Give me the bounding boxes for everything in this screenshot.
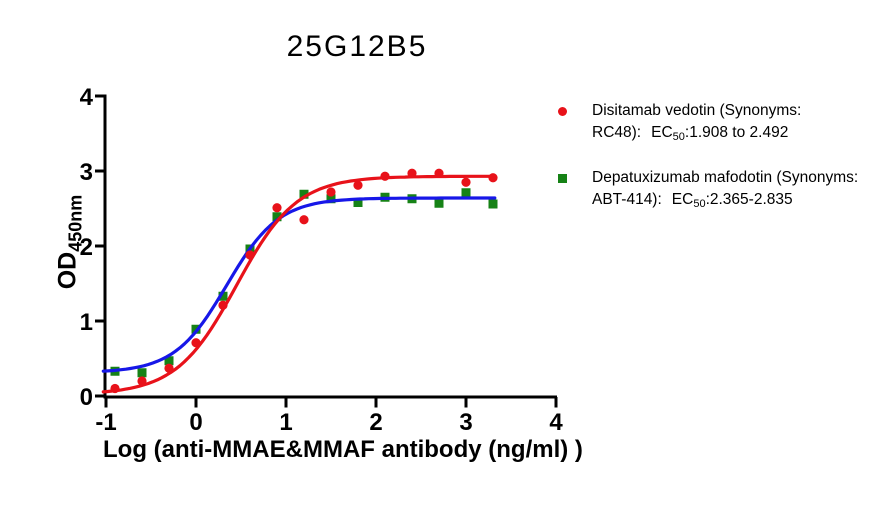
legend-entry-text: Disitamab vedotin (Synonyms: RC48): EC50:… [592,100,801,148]
chart-title: 25G12B5 [286,30,428,63]
legend-ec-subscript: 50 [672,131,685,143]
legend-ec-text: EC [651,124,673,141]
y-tick-label: 2 [80,234,93,261]
legend: Disitamab vedotin (Synonyms: RC48): EC50:… [558,100,883,215]
data-point-disitamab-vedotin [272,203,282,213]
y-axis-label: OD450nm [54,195,87,290]
data-point-disitamab-vedotin [326,187,336,197]
x-axis-label: Log (anti-MMAE&MMAF antibody (ng/ml) ) [103,436,583,463]
legend-entry-text: Depatuxizumab mafodotin (Synonyms: ABT-4… [592,167,858,215]
x-tick-label: 4 [549,409,563,436]
legend-circle-marker-icon [558,107,567,116]
x-tick-label: 1 [279,409,292,436]
data-point-depatuxizumab-mafodotin [164,356,174,366]
y-tick-label: 1 [80,309,93,336]
data-point-depatuxizumab-mafodotin [137,368,147,378]
x-tick-label: 0 [189,409,202,436]
x-tick-label: 2 [369,409,382,436]
data-point-depatuxizumab-mafodotin [299,189,309,199]
x-tick-label: 3 [459,409,472,436]
legend-line1: Disitamab vedotin (Synonyms: [592,102,802,119]
legend-ec-range: :2.365-2.835 [705,191,793,208]
data-point-disitamab-vedotin [461,177,471,187]
legend-ec-subscript: 50 [693,198,706,210]
legend-square-marker-icon [558,174,567,183]
legend-ec-text: EC [671,191,694,208]
data-point-depatuxizumab-mafodotin [353,198,363,207]
data-point-depatuxizumab-mafodotin [218,291,228,301]
legend-entry-disitamab-vedotin: Disitamab vedotin (Synonyms: RC48): EC50:… [558,100,883,148]
data-point-depatuxizumab-mafodotin [434,198,444,208]
fit-curve-disitamab-vedotin [101,174,497,394]
legend-line2-label: ABT-414): [592,191,662,208]
data-point-depatuxizumab-mafodotin [461,188,471,198]
data-point-depatuxizumab-mafodotin [272,212,282,222]
data-point-disitamab-vedotin [299,215,309,225]
y-axis-label-subscript: 450nm [65,194,86,252]
y-axis-label-main: OD [53,251,82,290]
y-tick-label: 3 [80,159,93,186]
data-point-depatuxizumab-mafodotin [326,194,336,204]
y-tick-label: 0 [80,384,93,411]
legend-entry-depatuxizumab-mafodotin: Depatuxizumab mafodotin (Synonyms: ABT-4… [558,167,883,215]
legend-line2-label: RC48): [592,124,642,141]
data-point-depatuxizumab-mafodotin [488,199,498,209]
fit-curve-depatuxizumab-mafodotin [101,196,497,373]
legend-line1: Depatuxizumab mafodotin (Synonyms: [592,169,859,186]
legend-ec-range: :1.908 to 2.492 [684,124,789,141]
y-tick-label: 4 [80,84,94,111]
data-point-disitamab-vedotin [353,180,363,190]
x-tick-label: -1 [95,409,116,436]
